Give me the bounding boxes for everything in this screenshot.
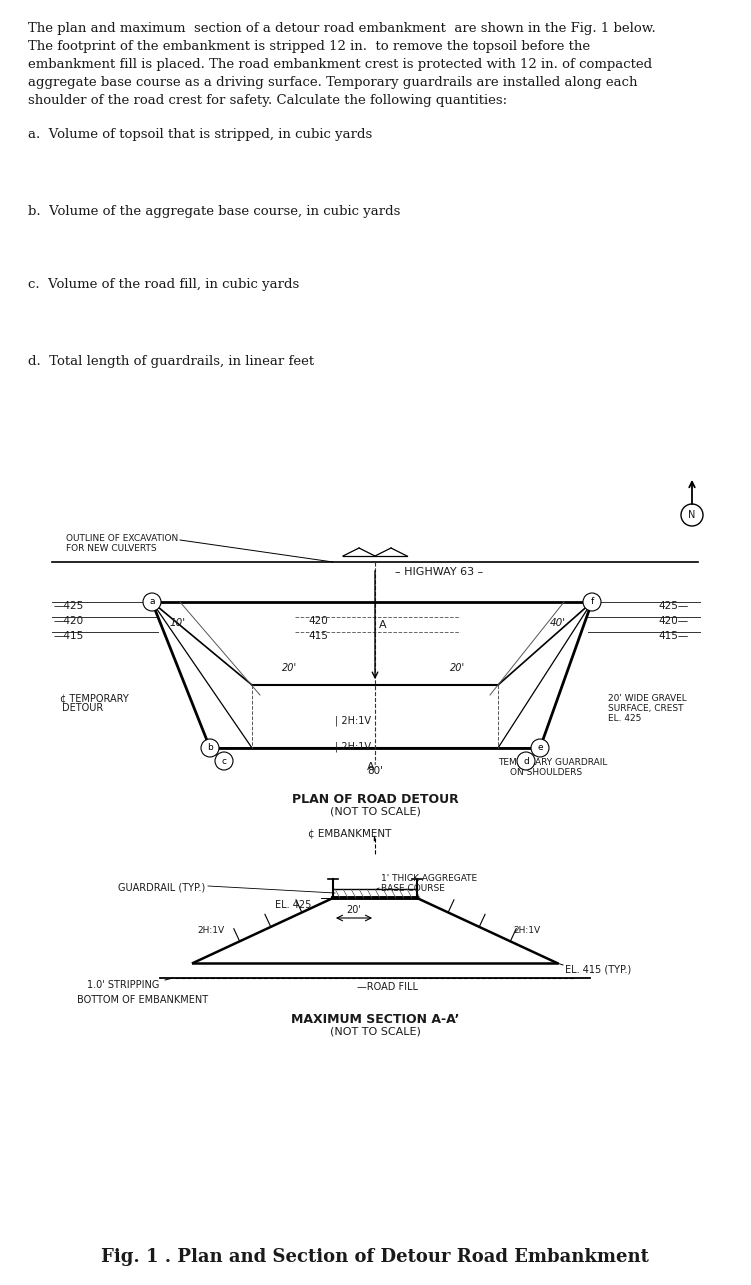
Text: ON SHOULDERS: ON SHOULDERS: [510, 768, 582, 777]
Text: (NOT TO SCALE): (NOT TO SCALE): [330, 806, 421, 816]
Text: | 2H:1V: | 2H:1V: [335, 716, 371, 726]
Circle shape: [583, 592, 601, 610]
Text: ¢ TEMPORARY: ¢ TEMPORARY: [60, 693, 128, 703]
Text: – HIGHWAY 63 –: – HIGHWAY 63 –: [395, 567, 483, 577]
Text: 20': 20': [346, 905, 361, 915]
Text: OUTLINE OF EXCAVATION: OUTLINE OF EXCAVATION: [66, 535, 178, 544]
Text: EL. 415 (TYP.): EL. 415 (TYP.): [565, 965, 632, 975]
Text: —420: —420: [54, 616, 84, 626]
Text: The plan and maximum  section of a detour road embankment  are shown in the Fig.: The plan and maximum section of a detour…: [28, 22, 656, 35]
Circle shape: [531, 739, 549, 757]
Text: embankment fill is placed. The road embankment crest is protected with 12 in. of: embankment fill is placed. The road emba…: [28, 58, 652, 71]
Text: 2H:1V: 2H:1V: [513, 926, 540, 935]
Text: EL. 425: EL. 425: [608, 714, 641, 723]
Text: PLAN OF ROAD DETOUR: PLAN OF ROAD DETOUR: [291, 793, 458, 806]
Text: 1' THICK AGGREGATE: 1' THICK AGGREGATE: [381, 874, 477, 883]
Text: A: A: [379, 619, 387, 630]
Text: 425—: 425—: [658, 601, 688, 610]
Text: 1.0' STRIPPING: 1.0' STRIPPING: [87, 980, 159, 989]
Text: TEMPORARY GUARDRAIL: TEMPORARY GUARDRAIL: [498, 758, 608, 767]
Text: 40': 40': [550, 618, 566, 628]
Text: shoulder of the road crest for safety. Calculate the following quantities:: shoulder of the road crest for safety. C…: [28, 94, 507, 107]
Text: —425: —425: [54, 601, 84, 610]
Text: GUARDRAIL (TYP.): GUARDRAIL (TYP.): [118, 882, 205, 892]
Text: N: N: [689, 510, 695, 520]
Text: e: e: [537, 744, 543, 753]
Text: b: b: [207, 744, 213, 753]
Text: 415: 415: [308, 631, 328, 641]
Text: SURFACE, CREST: SURFACE, CREST: [608, 704, 683, 713]
Text: c.  Volume of the road fill, in cubic yards: c. Volume of the road fill, in cubic yar…: [28, 278, 299, 290]
Text: The footprint of the embankment is stripped 12 in.  to remove the topsoil before: The footprint of the embankment is strip…: [28, 40, 590, 53]
Text: Fig. 1 . Plan and Section of Detour Road Embankment: Fig. 1 . Plan and Section of Detour Road…: [101, 1248, 649, 1266]
Text: 420: 420: [308, 616, 327, 626]
Text: 20' WIDE GRAVEL: 20' WIDE GRAVEL: [608, 694, 686, 703]
Text: c: c: [222, 757, 227, 766]
Text: —ROAD FILL: —ROAD FILL: [357, 982, 418, 992]
Text: BASE COURSE: BASE COURSE: [381, 884, 445, 893]
Text: EL. 425: EL. 425: [275, 899, 312, 910]
Text: BOTTOM OF EMBANKMENT: BOTTOM OF EMBANKMENT: [77, 995, 208, 1005]
Text: d: d: [523, 757, 529, 766]
Text: 2H:1V: 2H:1V: [197, 926, 224, 935]
Circle shape: [517, 752, 535, 770]
Text: DETOUR: DETOUR: [62, 703, 103, 713]
Circle shape: [215, 752, 233, 770]
Circle shape: [201, 739, 219, 757]
Text: a.  Volume of topsoil that is stripped, in cubic yards: a. Volume of topsoil that is stripped, i…: [28, 128, 372, 141]
Text: —415: —415: [54, 631, 84, 641]
Text: MAXIMUM SECTION A-A’: MAXIMUM SECTION A-A’: [291, 1013, 459, 1025]
Text: 415—: 415—: [658, 631, 688, 641]
Text: A': A': [366, 762, 377, 772]
Text: d.  Total length of guardrails, in linear feet: d. Total length of guardrails, in linear…: [28, 355, 314, 368]
Text: 20': 20': [451, 663, 466, 673]
Text: a: a: [149, 598, 155, 607]
Text: FOR NEW CULVERTS: FOR NEW CULVERTS: [66, 544, 157, 553]
Text: 10': 10': [170, 618, 186, 628]
Text: b.  Volume of the aggregate base course, in cubic yards: b. Volume of the aggregate base course, …: [28, 206, 400, 218]
Text: aggregate base course as a driving surface. Temporary guardrails are installed a: aggregate base course as a driving surfa…: [28, 76, 638, 89]
Text: | 2H:1V: | 2H:1V: [335, 741, 371, 753]
Text: 20': 20': [282, 663, 297, 673]
Text: ¢ EMBANKMENT: ¢ EMBANKMENT: [308, 828, 391, 838]
Text: (NOT TO SCALE): (NOT TO SCALE): [330, 1027, 421, 1037]
Circle shape: [143, 592, 161, 610]
Text: 420—: 420—: [658, 616, 688, 626]
Text: 80': 80': [367, 766, 383, 776]
Text: f: f: [590, 598, 593, 607]
